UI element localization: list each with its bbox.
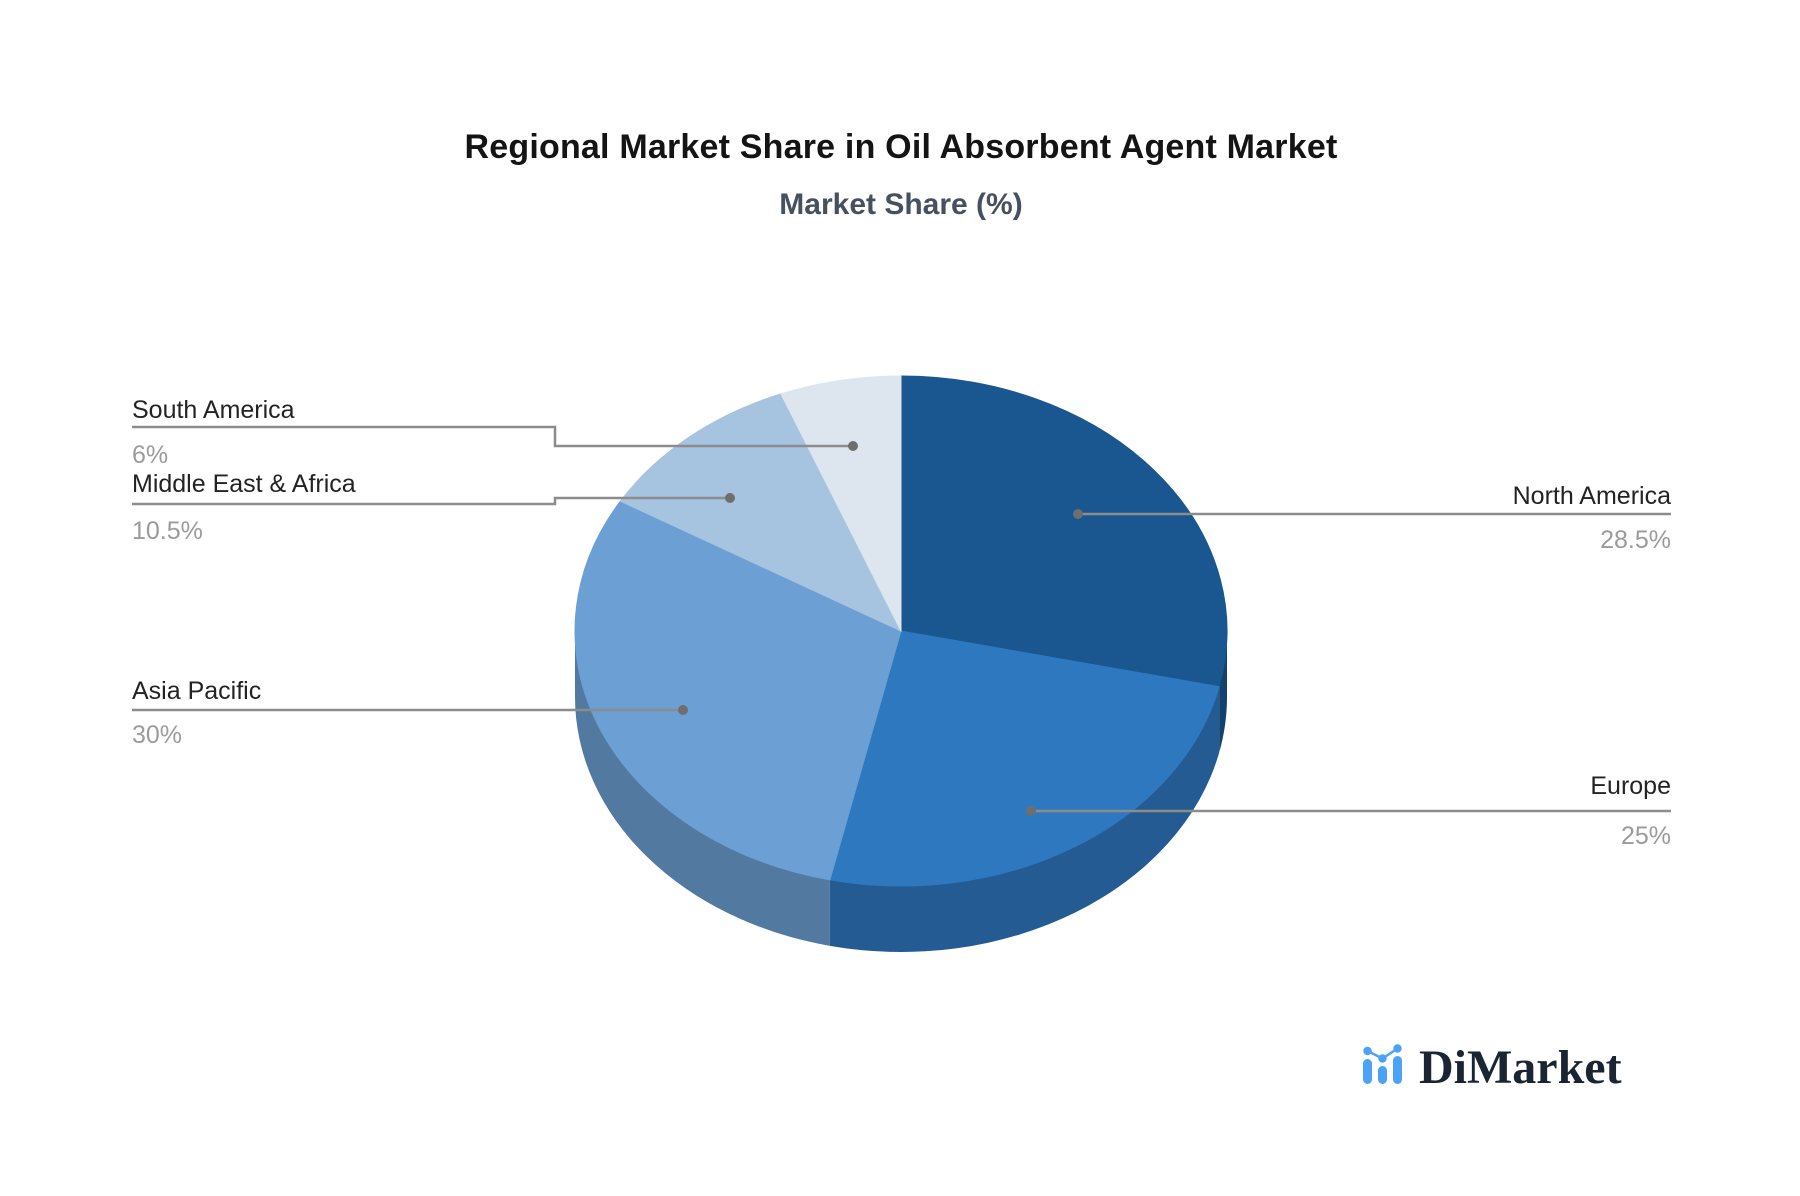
slice-value-south-america: 6% [132, 441, 169, 469]
leader-dot-south-america [848, 441, 858, 451]
pie-slice-europe[interactable] [829, 630, 1220, 887]
leader-dot-north-america [1073, 509, 1083, 519]
slice-label-north-america: North America [1512, 482, 1671, 510]
slice-label-asia-pacific: Asia Pacific [132, 677, 262, 705]
pie-slice-north-america[interactable] [900, 375, 1228, 688]
slice-label-europe: Europe [1590, 772, 1671, 800]
slice-label-middle-east-africa: Middle East & Africa [132, 470, 356, 498]
slice-value-europe: 25% [1620, 822, 1671, 850]
chart-title: Regional Market Share in Oil Absorbent A… [464, 128, 1338, 166]
leader-dot-asia-pacific [678, 705, 688, 715]
slice-value-north-america: 28.5% [1600, 526, 1671, 554]
pie-slice-middle-east-africa[interactable] [619, 393, 903, 633]
pie-slice-side-asia-pacific [575, 631, 830, 946]
brand-logo-text: DiMarket [1419, 1041, 1622, 1094]
chart-subtitle: Market Share (%) [779, 188, 1023, 221]
slice-label-south-america: South America [132, 396, 295, 424]
brand-logo[interactable]: DiMarket [1362, 1044, 1622, 1092]
leader-line-south-america [132, 425, 853, 448]
leader-dot-middle-east-africa [725, 493, 735, 503]
pie-slice-south-america[interactable] [780, 375, 902, 632]
leader-dot-europe [1026, 806, 1036, 816]
slice-value-middle-east-africa: 10.5% [132, 517, 203, 545]
pie-slice-asia-pacific[interactable] [574, 500, 902, 881]
bar-line-chart-icon [1363, 1044, 1402, 1084]
slice-value-asia-pacific: 30% [132, 721, 183, 749]
leader-line-middle-east-africa [132, 496, 730, 506]
